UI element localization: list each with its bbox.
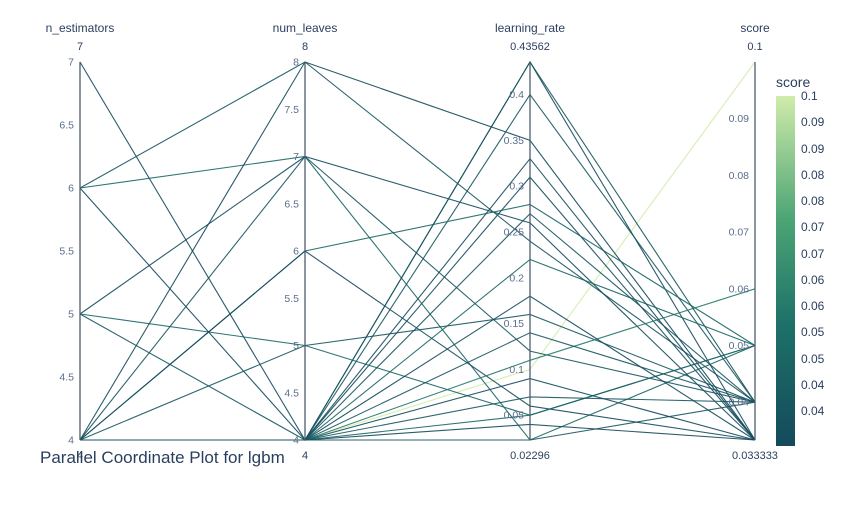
axis-tick-label: 0.05 [504, 410, 525, 422]
axis-tick-label: 0.05 [729, 340, 750, 352]
axis-min-label-n_estimators: 4 [77, 450, 83, 462]
axis-tick-label: 0.35 [504, 135, 525, 147]
axis-tick-label: 0.25 [504, 227, 525, 239]
colorbar-tick-label: 0.04 [801, 377, 825, 392]
axis-tick-label: 0.07 [729, 227, 750, 239]
axis-min-label-learning_rate: 0.02296 [510, 450, 550, 462]
colorbar-title: score [776, 74, 811, 90]
trial-line [80, 344, 756, 441]
trial-line [79, 155, 756, 441]
colorbar-tick-label: 0.05 [801, 325, 825, 340]
colorbar: score 0.1 0.09 0.09 0.08 0.08 0.07 0.07 0.06 0.0… [776, 74, 854, 474]
trial-line [80, 396, 756, 441]
colorbar-tick-label: 0.06 [801, 272, 825, 287]
axis-tick-label: 5.5 [284, 293, 299, 305]
colorbar-tick-label: 0.07 [801, 246, 825, 261]
axis-tick-label: 0.06 [729, 283, 750, 295]
axis-tick-label: 5.5 [59, 246, 74, 258]
colorbar-tick-label: 0.04 [801, 404, 825, 418]
axis-tick-label: 6 [68, 183, 74, 195]
colorbar-gradient [776, 96, 795, 446]
chart-title: Parallel Coordinate Plot for lgbm [40, 448, 285, 467]
axis-tick-label: 5 [68, 309, 74, 321]
axis-tick-label: 7 [293, 151, 299, 163]
colorbar-tick-label: 0.06 [801, 299, 825, 313]
axis-tick-label: 0.04 [729, 397, 750, 409]
axis-tick-label: 4 [68, 435, 74, 447]
colorbar-tick-label: 0.08 [801, 167, 825, 182]
axis-tick-label: 0.08 [729, 170, 750, 182]
axis-tick-label: 0.1 [509, 364, 524, 376]
axis-title-n_estimators: n_estimators [46, 21, 115, 35]
colorbar-tick-label: 0.08 [801, 194, 825, 208]
colorbar-tick-label: 0.05 [801, 351, 825, 366]
axis-tick-label: 5 [293, 340, 299, 352]
axis-tick-label: 6 [293, 246, 299, 258]
trial-line [79, 93, 756, 441]
axis-max-label-learning_rate: 0.43562 [510, 41, 550, 53]
axis-tick-label: 0.09 [729, 113, 750, 125]
colorbar-tick-label: 0.1 [801, 89, 818, 103]
axis-tick-label: 7.5 [284, 104, 299, 116]
trial-line [80, 60, 756, 441]
trial-line [79, 155, 756, 441]
axis-min-label-num_leaves: 4 [302, 450, 308, 462]
colorbar-tick-label: 0.09 [801, 141, 825, 156]
trial-line [79, 61, 756, 441]
trial-line [79, 155, 756, 441]
axis-tick-label: 0.3 [509, 181, 524, 193]
trial-line [80, 332, 756, 441]
axis-tick-label: 0.2 [509, 272, 524, 284]
axis-title-learning_rate: learning_rate [495, 21, 565, 35]
axis-min-label-score: 0.033333 [732, 450, 778, 462]
axis-tick-label: 6.5 [59, 120, 74, 132]
axis-max-label-num_leaves: 8 [302, 41, 308, 53]
colorbar-tick-label: 0.07 [801, 220, 825, 235]
trial-line [79, 313, 756, 441]
axis-title-num_leaves: num_leaves [273, 21, 338, 35]
axis-tick-label: 0.4 [509, 89, 524, 101]
trial-line [80, 212, 756, 441]
axis-tick-label: 4.5 [284, 387, 299, 399]
trial-line [79, 250, 756, 441]
colorbar-tick-label: 0.09 [801, 115, 825, 130]
axis-max-label-score: 0.1 [747, 41, 762, 53]
trial-line [80, 401, 756, 441]
axis-tick-label: 4 [293, 435, 299, 447]
axis-max-label-n_estimators: 7 [77, 41, 83, 53]
axis-title-score: score [740, 21, 770, 35]
trial-line [79, 61, 756, 403]
axis-tick-label: 8 [293, 57, 299, 69]
trial-line [80, 423, 756, 441]
axis-tick-label: 0.15 [504, 318, 525, 330]
axis-tick-label: 4.5 [59, 372, 74, 384]
axis-tick-label: 6.5 [284, 198, 299, 210]
axis-tick-label: 7 [68, 57, 74, 69]
trial-line [80, 288, 756, 441]
